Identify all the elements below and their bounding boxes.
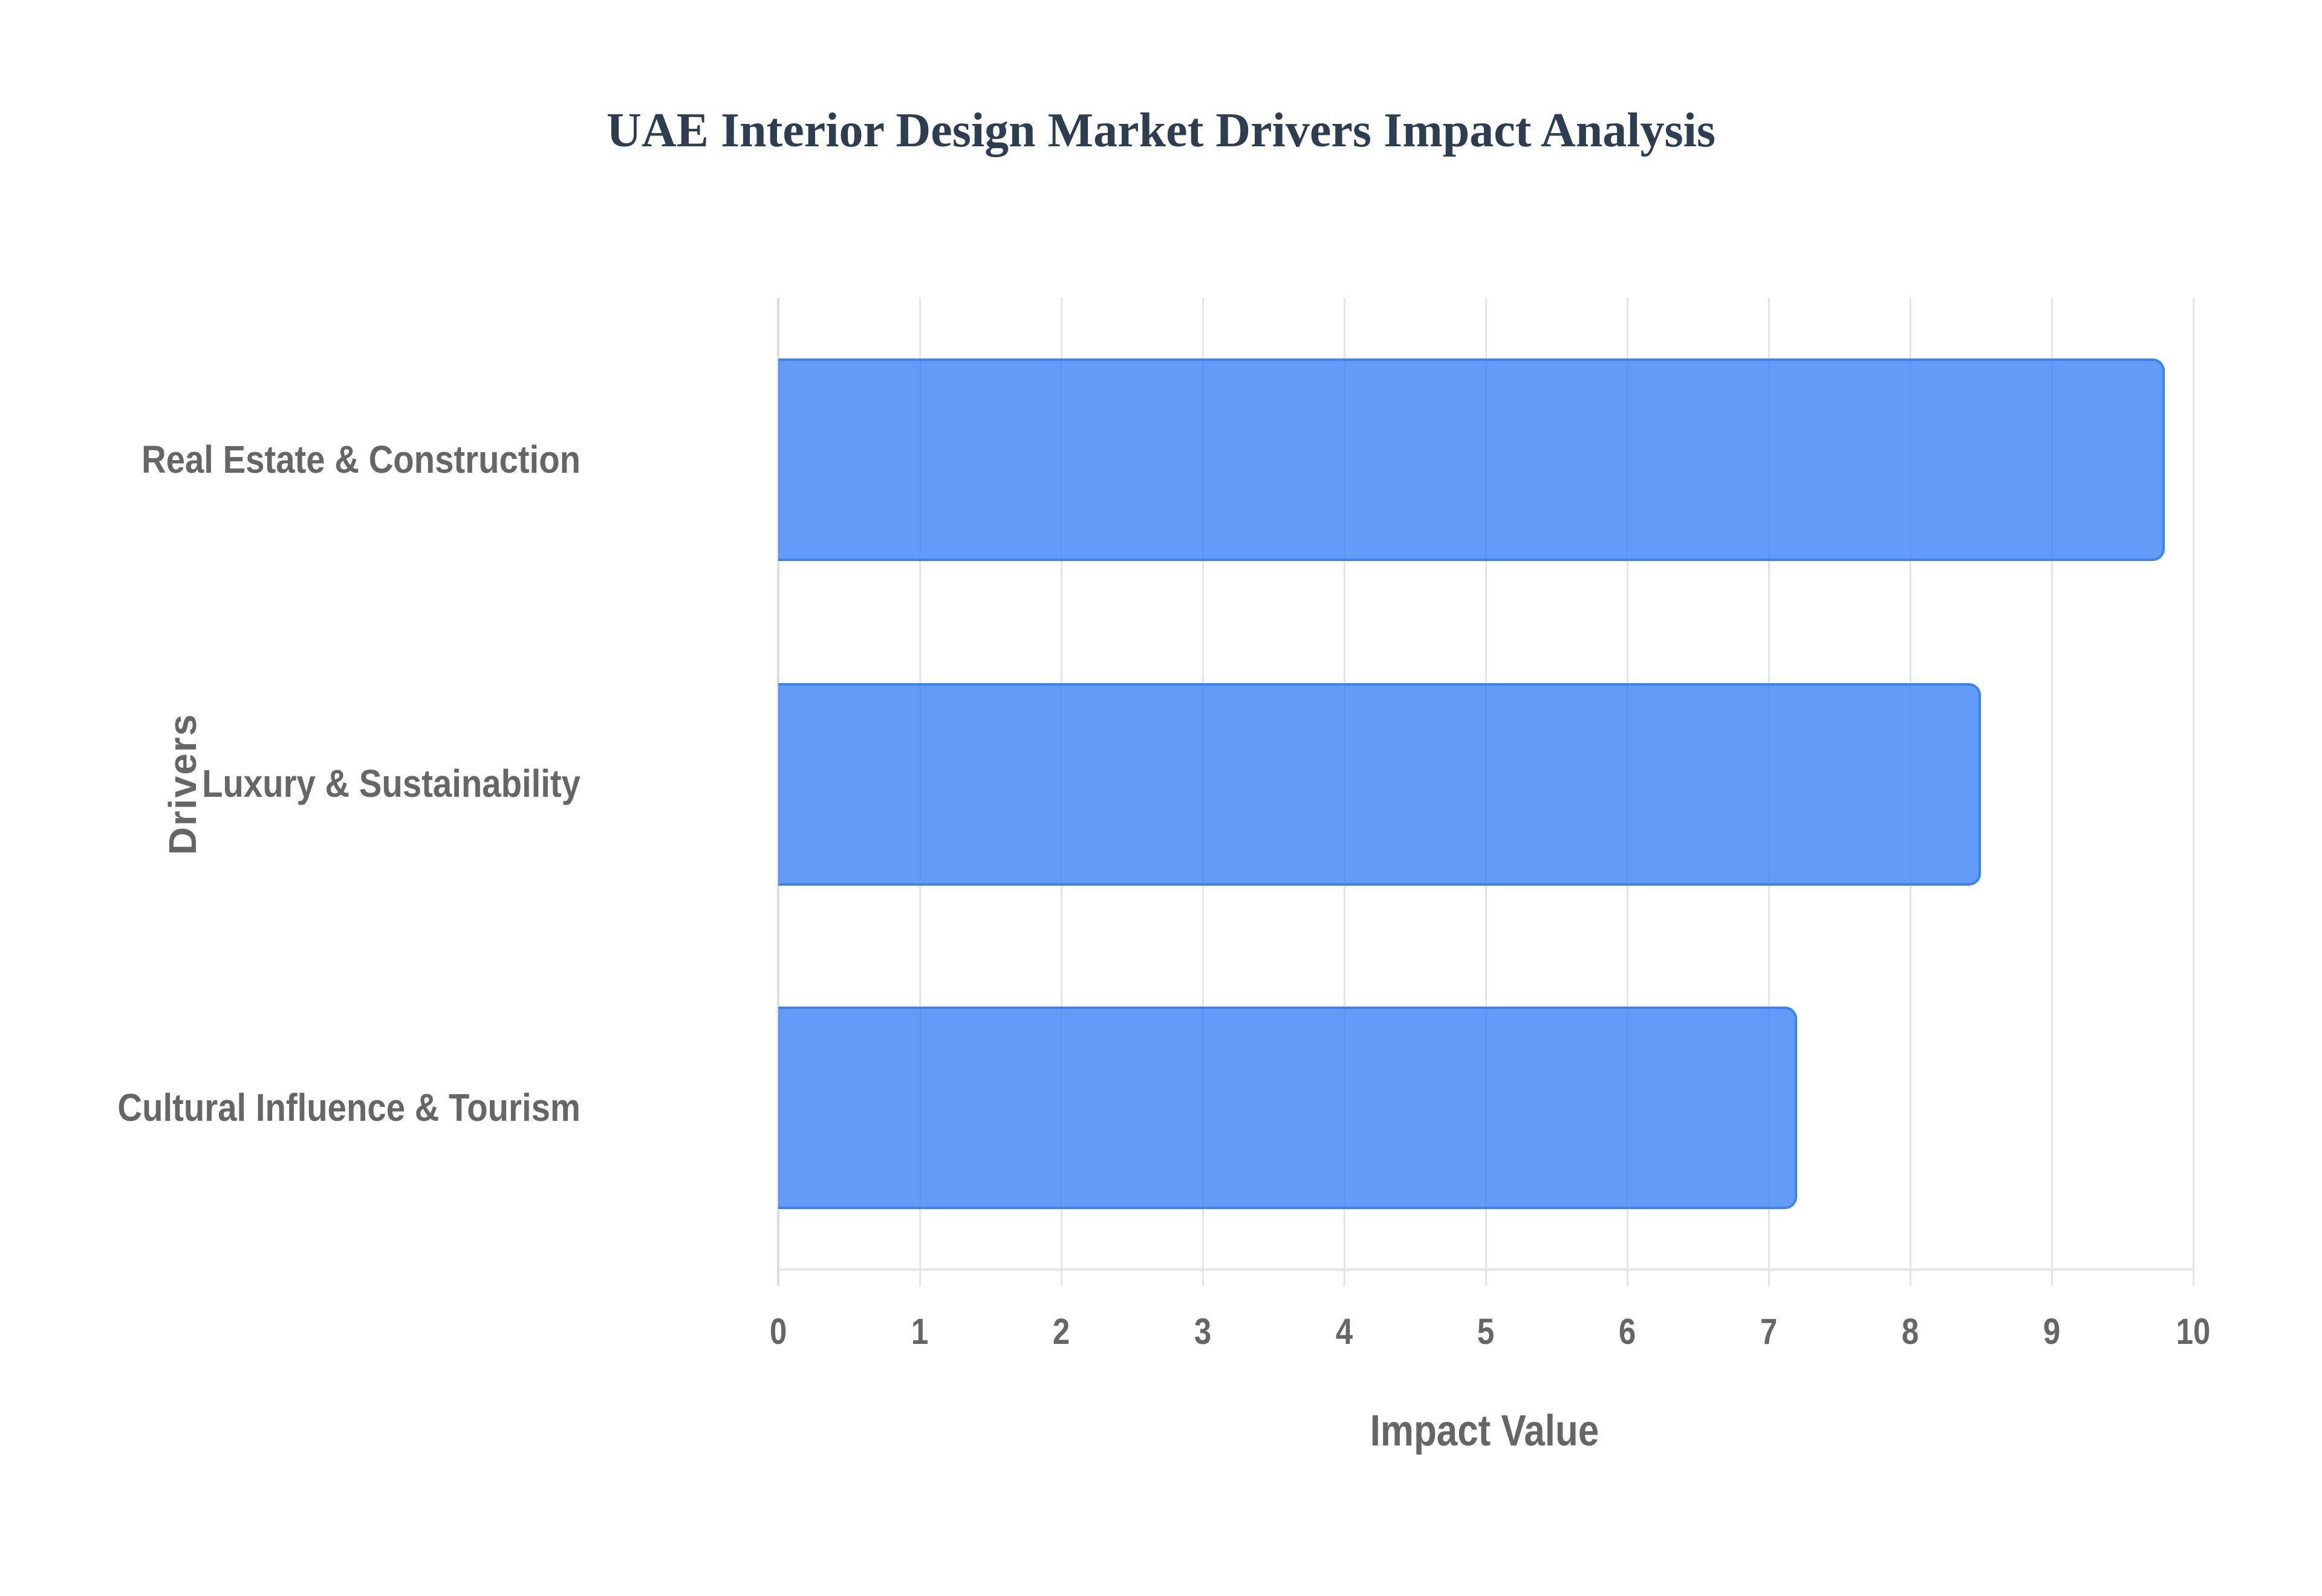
x-tick-label: 3: [1194, 1311, 1212, 1352]
category-label: Cultural Influence & Tourism: [117, 1086, 580, 1129]
bar-cultural-influence-tourism[interactable]: [778, 1007, 1797, 1209]
category-label: Real Estate & Construction: [141, 438, 580, 481]
x-axis-title: Impact Value: [1370, 1407, 1599, 1455]
chart-title: UAE Interior Design Market Drivers Impac…: [607, 104, 1715, 157]
x-tick-label: 4: [1335, 1311, 1353, 1352]
x-tick-label: 2: [1052, 1311, 1070, 1352]
x-tick-label: 7: [1760, 1311, 1778, 1352]
x-tick-label: 10: [2176, 1311, 2211, 1352]
plot-area: [777, 298, 2194, 1286]
x-tick-label: 6: [1618, 1311, 1636, 1352]
x-tick-label: 8: [1901, 1311, 1919, 1352]
x-tick-label: 1: [911, 1311, 929, 1352]
x-tick-label: 5: [1477, 1311, 1495, 1352]
gridline: [2051, 298, 2053, 1286]
bar-real-estate-construction[interactable]: [778, 358, 2165, 561]
category-label: Luxury & Sustainability: [202, 762, 581, 805]
x-tick-label: 9: [2043, 1311, 2061, 1352]
bar-luxury-sustainability[interactable]: [778, 683, 1981, 886]
x-tick-label: 0: [769, 1311, 787, 1352]
gridline: [2193, 298, 2194, 1286]
